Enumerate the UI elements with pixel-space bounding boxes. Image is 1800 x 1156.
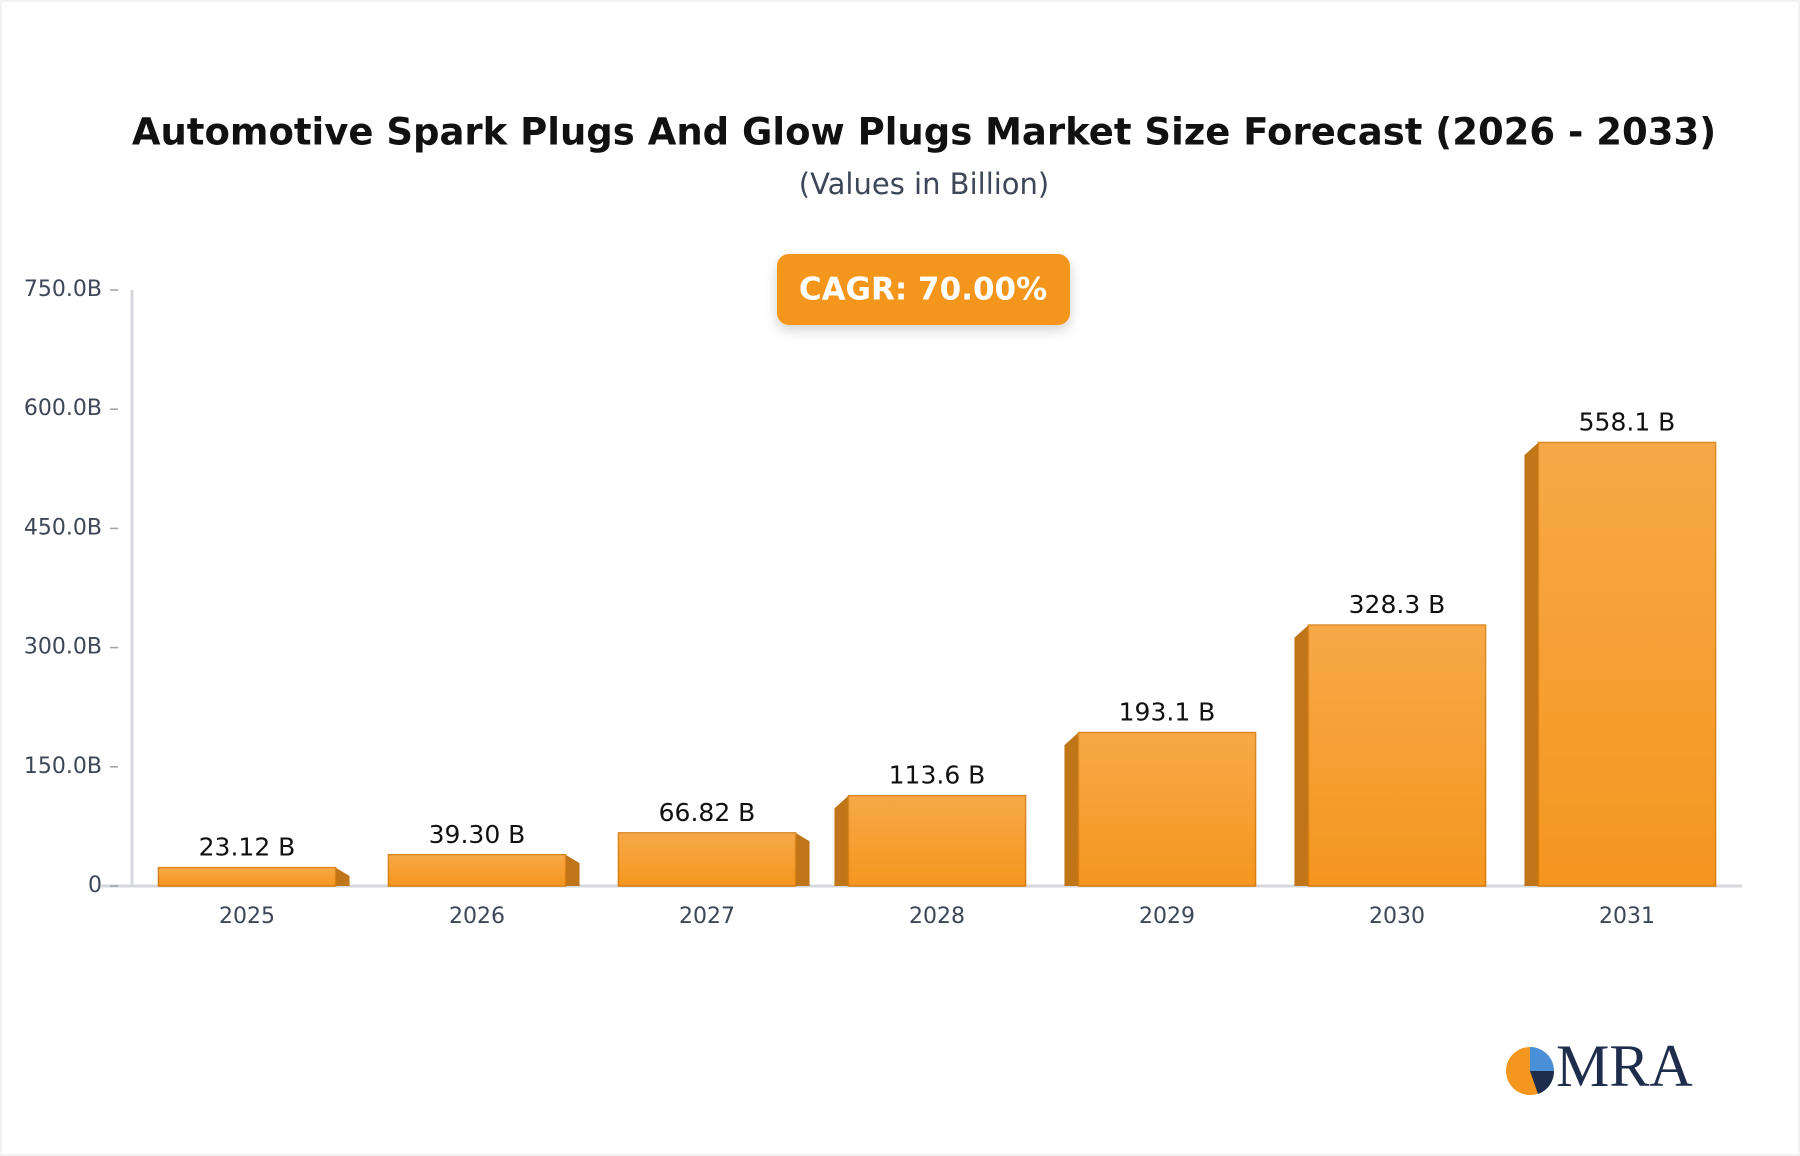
value-label: 113.6 B [889,761,986,790]
bar-side [795,832,810,886]
chart-title: Automotive Spark Plugs And Glow Plugs Ma… [132,111,1716,154]
bar-side-shade [1524,442,1539,886]
bar-side [565,854,580,886]
y-tick-label: 750.0B [24,277,102,302]
x-tick-label: 2027 [679,904,735,929]
logo-slice [1530,1047,1554,1071]
bar-side-shade [834,795,849,886]
bar-side-shade [795,832,810,886]
value-label: 39.30 B [429,820,526,849]
y-tick-label: 300.0B [24,635,102,660]
bar-shine [1308,625,1486,886]
bar-side-shade [1064,732,1079,886]
bar-side [335,867,350,886]
bar-shine [158,867,336,886]
bar-side [1064,732,1079,886]
bar-side [1524,442,1539,886]
logo-text: MRA [1556,1033,1693,1099]
y-tick-label: 450.0B [24,515,102,540]
logo-slice [1530,1071,1555,1094]
y-tick-label: 150.0B [24,754,102,779]
x-tick-label: 2029 [1139,904,1195,929]
x-tick-label: 2025 [219,904,275,929]
value-label: 66.82 B [659,798,756,827]
bar-shine [1538,442,1716,886]
bar-shine [1078,732,1256,886]
bar-shine [388,854,566,886]
bar-side [834,795,849,886]
x-tick-label: 2030 [1369,904,1425,929]
value-label: 23.12 B [199,833,296,862]
value-label: 328.3 B [1349,590,1446,619]
value-label: 558.1 B [1579,407,1676,436]
bar-side-shade [335,867,350,886]
y-tick-label: 600.0B [24,396,102,421]
x-tick-label: 2026 [449,904,505,929]
bar-side [1294,625,1309,886]
bar-side-shade [565,854,580,886]
x-tick-label: 2028 [909,904,965,929]
bar-side-shade [1294,625,1309,886]
value-label: 193.1 B [1119,698,1216,727]
bar-shine [618,832,796,886]
chart-subtitle: (Values in Billion) [799,167,1050,201]
cagr-label: CAGR: 70.00% [799,272,1047,308]
y-tick-label: 0 [88,873,102,898]
logo: MRA [1506,1033,1693,1099]
cagr-badge [777,254,1070,325]
bar-shine [848,795,1026,886]
x-tick-label: 2031 [1599,904,1655,929]
